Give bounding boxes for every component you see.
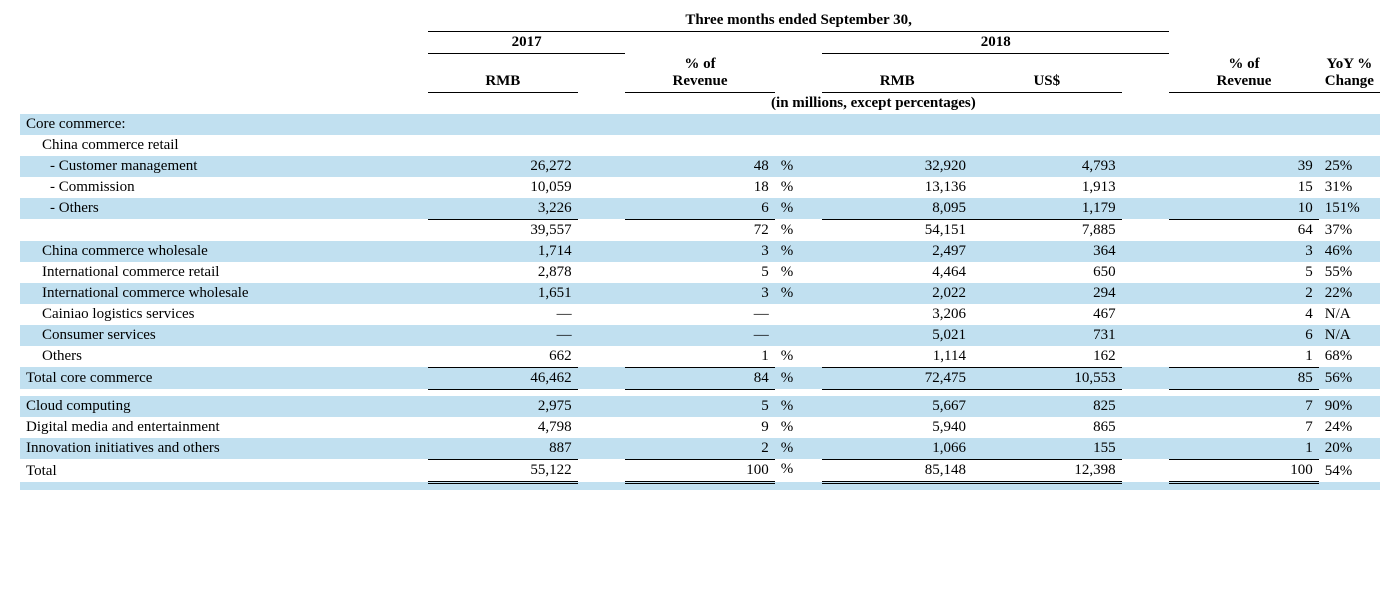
row-digital-media-entertainment: Digital media and entertainment 4,798 9%… — [20, 417, 1380, 438]
row-others-core: Others 662 1% 1,114 162 1 68% — [20, 346, 1380, 368]
section-core-commerce: Core commerce: — [20, 114, 428, 135]
pct-2018: 39 — [1169, 156, 1319, 177]
row-china-wholesale: China commerce wholesale 1,714 3% 2,497 … — [20, 241, 1380, 262]
label: - Others — [20, 198, 428, 220]
header-2017: 2017 — [428, 32, 625, 54]
row-intl-retail: International commerce retail 2,878 5% 4… — [20, 262, 1380, 283]
row-commission: - Commission 10,059 18% 13,136 1,913 15 … — [20, 177, 1380, 198]
row-cloud-computing: Cloud computing 2,975 5% 5,667 825 7 90% — [20, 396, 1380, 417]
rmb-2017: 26,272 — [428, 156, 578, 177]
header-usd-2018: US$ — [972, 54, 1122, 93]
row-customer-management: - Customer management 26,272 48% 32,920 … — [20, 156, 1380, 177]
row-total: Total 55,122 100% 85,148 12,398 100 54% — [20, 459, 1380, 482]
pct-2017: 48 — [625, 156, 775, 177]
label: - Commission — [20, 177, 428, 198]
row-innovation-initiatives: Innovation initiatives and others 887 2%… — [20, 438, 1380, 460]
header-pctrev-2018: % of Revenue — [1169, 54, 1319, 93]
usd-2018: 4,793 — [972, 156, 1122, 177]
yoy: 25 — [1325, 158, 1340, 174]
header-rmb-2018: RMB — [822, 54, 972, 93]
row-consumer-services: Consumer services — — 5,021 731 6 N/A — [20, 325, 1380, 346]
label: - Customer management — [20, 156, 428, 177]
header-rmb-2017: RMB — [428, 54, 578, 93]
header-period: Three months ended September 30, — [428, 10, 1169, 32]
row-china-retail-subtotal: 39,557 72% 54,151 7,885 64 37% — [20, 219, 1380, 241]
header-2018: 2018 — [822, 32, 1169, 54]
revenue-table: Three months ended September 30, 2017 20… — [20, 10, 1380, 490]
section-china-retail: China commerce retail — [20, 135, 428, 156]
header-units-note: (in millions, except percentages) — [428, 92, 1319, 114]
rmb-2018: 32,920 — [822, 156, 972, 177]
row-intl-wholesale: International commerce wholesale 1,651 3… — [20, 283, 1380, 304]
row-total-core-commerce: Total core commerce 46,462 84% 72,475 10… — [20, 367, 1380, 389]
row-cainiao: Cainiao logistics services — — 3,206 467… — [20, 304, 1380, 325]
header-pctrev-2017: % of Revenue — [625, 54, 775, 93]
row-others-china-retail: - Others 3,226 6% 8,095 1,179 10 151% — [20, 198, 1380, 220]
header-yoy: YoY % Change — [1319, 54, 1380, 93]
